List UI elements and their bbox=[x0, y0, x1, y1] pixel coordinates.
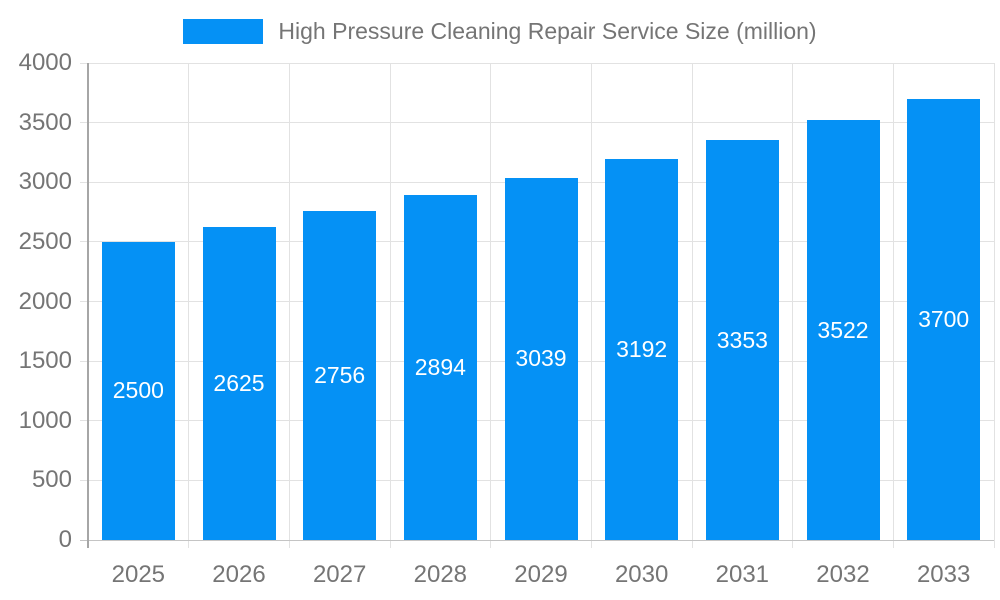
gridline-vertical bbox=[490, 63, 492, 548]
x-axis-tick-label: 2030 bbox=[614, 561, 669, 588]
y-axis-tick-label: 2500 bbox=[18, 227, 72, 255]
bar-value-label: 2894 bbox=[414, 353, 466, 380]
y-axis-tick-label: 1500 bbox=[18, 347, 72, 375]
y-axis-tick-label: 4000 bbox=[18, 49, 72, 76]
gridline-vertical bbox=[389, 63, 391, 548]
gridline-vertical bbox=[892, 63, 894, 548]
legend-swatch bbox=[183, 18, 264, 44]
bar: 3192 bbox=[605, 159, 679, 540]
gridline-vertical bbox=[188, 63, 190, 548]
bar-value-label: 3522 bbox=[817, 316, 869, 343]
bar: 2500 bbox=[101, 241, 175, 540]
plot-area: 2500 2625 2756 2894 3039 3192 3353 3522 3700 bbox=[80, 62, 995, 548]
gridline-vertical bbox=[993, 63, 995, 548]
bar-value-label: 3700 bbox=[918, 305, 970, 332]
x-axis-tick-label: 2025 bbox=[111, 561, 166, 588]
gridline-horizontal bbox=[80, 62, 994, 64]
bar-value-label: 2625 bbox=[213, 369, 265, 396]
bar: 3353 bbox=[705, 140, 779, 540]
y-axis-line bbox=[87, 63, 89, 548]
bar-value-label: 3353 bbox=[716, 326, 768, 353]
bar-value-label: 2756 bbox=[314, 362, 366, 389]
y-axis-tick-label: 2000 bbox=[18, 287, 72, 315]
x-axis-tick-label: 2032 bbox=[816, 561, 870, 588]
y-axis-tick-label: 3500 bbox=[18, 108, 72, 136]
legend-label: High Pressure Cleaning Repair Service Si… bbox=[278, 17, 817, 44]
x-axis-tick-label: 2033 bbox=[916, 561, 971, 588]
bar: 2894 bbox=[403, 194, 477, 540]
x-axis-tick-label: 2027 bbox=[312, 561, 367, 588]
x-axis-tick-label: 2026 bbox=[212, 561, 266, 588]
gridline-vertical bbox=[792, 63, 794, 548]
bar: 2625 bbox=[202, 226, 276, 540]
bar: 2756 bbox=[303, 211, 377, 540]
y-axis-tick-label: 3000 bbox=[18, 168, 72, 196]
gridline-vertical bbox=[590, 63, 592, 548]
y-axis-tick-label: 0 bbox=[58, 526, 72, 553]
x-axis-tick-label: 2028 bbox=[413, 561, 468, 588]
bar-value-label: 3192 bbox=[616, 336, 668, 363]
y-axis-tick-label: 500 bbox=[31, 466, 72, 494]
y-axis-tick-label: 1000 bbox=[18, 406, 72, 434]
x-axis-tick-label: 2031 bbox=[715, 561, 770, 588]
gridline-vertical bbox=[288, 63, 290, 548]
bar: 3522 bbox=[806, 120, 880, 540]
legend[interactable]: High Pressure Cleaning Repair Service Si… bbox=[0, 16, 1000, 46]
bar: 3039 bbox=[504, 177, 578, 540]
bar-value-label: 3039 bbox=[515, 345, 567, 372]
y-axis: 0 500 1000 1500 2000 2500 3000 3500 4000 bbox=[0, 49, 72, 553]
bar-value-label: 2500 bbox=[112, 377, 164, 404]
x-axis-baseline bbox=[80, 539, 994, 541]
gridline-vertical bbox=[691, 63, 693, 548]
x-axis: 2025 2026 2027 2028 2029 2030 2031 2032 2033 bbox=[88, 559, 994, 591]
x-axis-tick-label: 2029 bbox=[514, 561, 568, 588]
bar: 3700 bbox=[907, 98, 981, 540]
gridline-horizontal bbox=[80, 122, 994, 124]
